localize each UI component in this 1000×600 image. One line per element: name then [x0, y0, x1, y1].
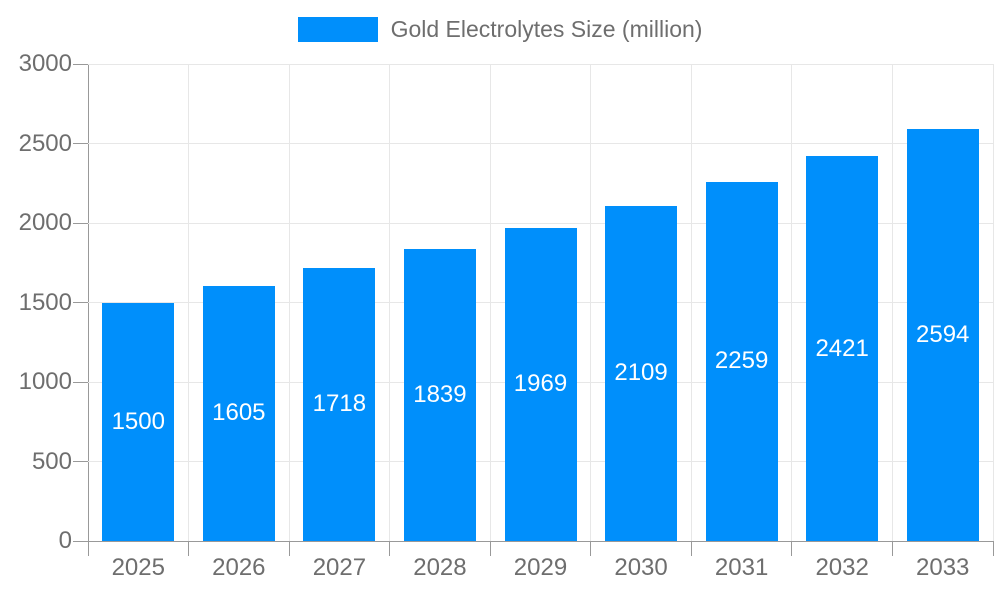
x-axis-tick — [188, 541, 190, 556]
gridline-vertical — [489, 64, 491, 541]
x-axis-tick — [992, 541, 994, 556]
x-axis-tick — [87, 541, 89, 556]
x-tick-label: 2032 — [815, 554, 869, 581]
legend[interactable]: Gold Electrolytes Size (million) — [0, 16, 1000, 43]
x-tick-label: 2031 — [714, 554, 769, 581]
bar-2026[interactable]: 1605 — [202, 285, 275, 541]
bar-value-label: 2259 — [714, 347, 769, 375]
gridline-horizontal — [88, 222, 993, 224]
bar-2033[interactable]: 2594 — [906, 128, 979, 541]
y-axis-tick — [73, 461, 88, 462]
bar-value-label: 2594 — [916, 320, 970, 348]
x-axis-tick — [791, 541, 793, 556]
bar-value-label: 1718 — [312, 390, 367, 418]
bar-2030[interactable]: 2109 — [605, 205, 678, 541]
gridline-vertical — [992, 64, 994, 541]
x-axis-tick — [288, 541, 290, 556]
plot-area: 1500 1605 1718 1839 1969 2109 2259 2421 2594 — [73, 63, 994, 542]
bar-2031[interactable]: 2259 — [705, 181, 778, 541]
gridline-vertical — [891, 64, 893, 541]
y-tick-label: 1000 — [18, 368, 72, 395]
bar-value-label: 1969 — [513, 370, 568, 398]
bar-2032[interactable]: 2421 — [806, 156, 879, 541]
gridline-vertical — [288, 64, 290, 541]
bar-2029[interactable]: 1969 — [504, 227, 577, 541]
x-axis-tick — [690, 541, 692, 556]
gridline-vertical — [590, 64, 592, 541]
bar-value-label: 2421 — [815, 334, 869, 362]
bar-value-label: 2109 — [614, 359, 668, 387]
bar-2025[interactable]: 1500 — [102, 302, 175, 541]
gridline-horizontal — [88, 143, 993, 144]
x-tick-label: 2027 — [312, 554, 367, 581]
y-tick-label: 2500 — [18, 129, 72, 157]
x-tick-label: 2030 — [614, 554, 668, 581]
x-tick-label: 2026 — [212, 554, 266, 581]
x-axis-tick — [590, 541, 592, 556]
gridline-vertical — [188, 64, 190, 541]
y-axis-tick — [73, 222, 88, 224]
y-axis-tick — [73, 540, 88, 542]
bar-value-label: 1500 — [111, 407, 165, 435]
y-axis-tick — [73, 381, 88, 383]
y-tick-label: 0 — [58, 527, 72, 554]
bar-value-label: 1839 — [413, 380, 467, 408]
x-axis-line — [73, 541, 993, 542]
x-axis-tick — [891, 541, 893, 556]
bar-2027[interactable]: 1718 — [303, 267, 376, 541]
gridline-vertical — [791, 64, 793, 541]
x-tick-label: 2033 — [916, 554, 970, 581]
x-tick-label: 2025 — [111, 554, 165, 581]
x-axis-tick — [489, 541, 491, 556]
y-axis-tick — [73, 302, 88, 303]
y-axis-tick — [73, 143, 88, 144]
x-axis-tick — [389, 541, 391, 556]
y-tick-label: 1500 — [18, 288, 72, 316]
gridline-vertical — [389, 64, 391, 541]
bar-value-label: 1605 — [212, 399, 266, 427]
y-tick-label: 500 — [31, 447, 72, 475]
gridline-horizontal — [88, 63, 993, 65]
y-axis-tick — [73, 63, 88, 65]
y-tick-label: 3000 — [18, 50, 72, 77]
y-tick-label: 2000 — [18, 209, 72, 236]
legend-label: Gold Electrolytes Size (million) — [390, 16, 703, 42]
legend-swatch-icon — [297, 17, 378, 42]
x-tick-label: 2028 — [413, 554, 467, 581]
gridline-vertical — [690, 64, 692, 541]
x-tick-label: 2029 — [513, 554, 568, 581]
bar-2028[interactable]: 1839 — [403, 248, 476, 541]
